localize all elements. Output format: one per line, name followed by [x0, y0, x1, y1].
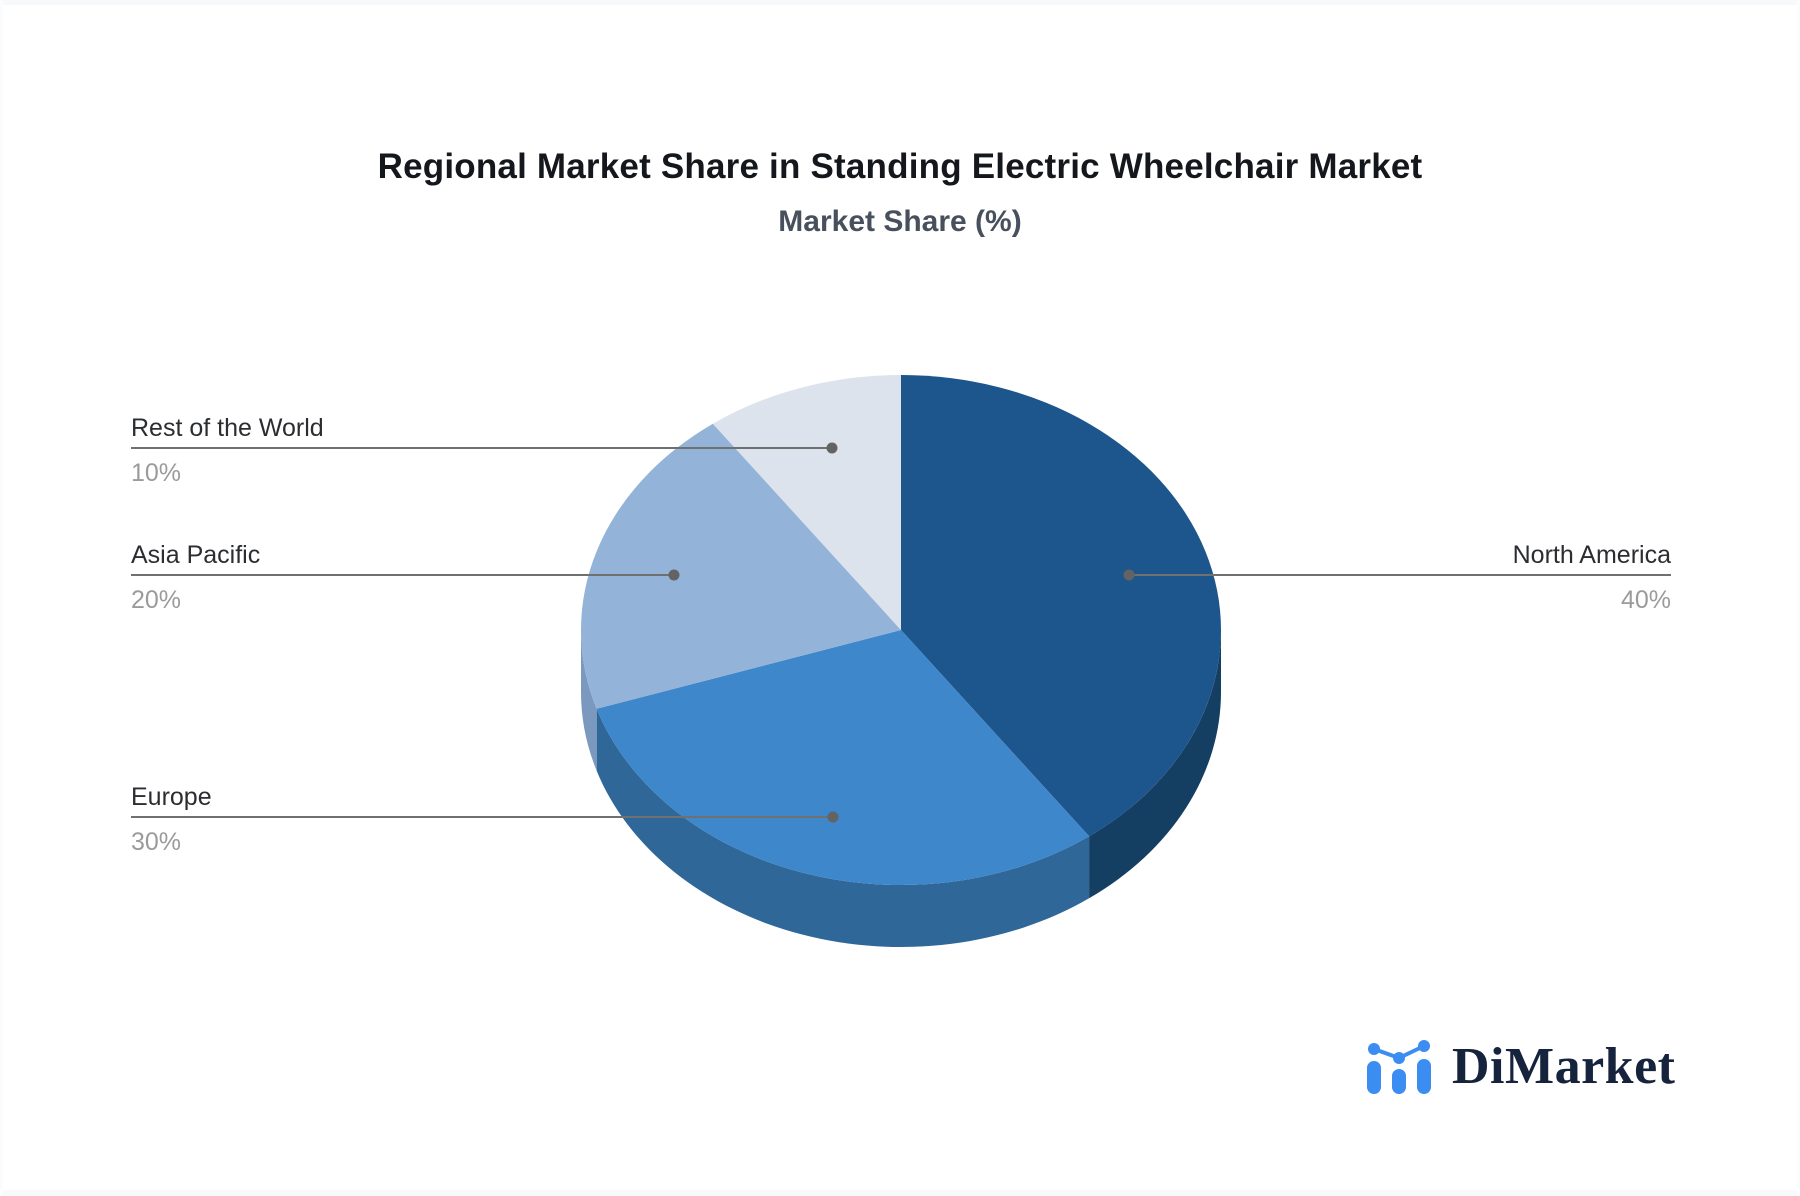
- chart-title: Regional Market Share in Standing Electr…: [377, 147, 1423, 186]
- page-edge-bottom: [0, 1190, 1800, 1196]
- page-edge-top: [0, 0, 1800, 5]
- pie-slice-asia-pacific: [580, 423, 901, 709]
- pie-3d-sides: [581, 630, 1221, 948]
- pie-slice-north-america: [901, 375, 1221, 837]
- pie-side-asia-pacific: [581, 630, 597, 771]
- callout-label-europe: Europe: [131, 783, 212, 811]
- leader-lines: [131, 442, 1671, 823]
- pie-side-north-america: [1089, 630, 1221, 899]
- pie-slice-rest-of-the-world: [712, 375, 901, 630]
- pie-side-europe: [596, 708, 1090, 948]
- pie-slices: [580, 375, 1221, 886]
- page-edge-right: [1797, 0, 1800, 1196]
- pie-slice-europe: [596, 630, 1090, 886]
- dimarket-logo: DiMarket: [1365, 1036, 1675, 1096]
- page-edge-left: [0, 0, 3, 1196]
- leader-dot-asia-pacific: [668, 569, 680, 581]
- callout-label-north-america: North America: [1512, 541, 1671, 569]
- leader-dot-north-america: [1123, 569, 1135, 581]
- dimarket-logo-text: DiMarket: [1452, 1038, 1676, 1095]
- callout-value-rest-of-the-world: 10%: [131, 459, 182, 487]
- callout-value-north-america: 40%: [1620, 586, 1671, 614]
- chart-subtitle: Market Share (%): [778, 205, 1022, 238]
- callout-value-asia-pacific: 20%: [131, 586, 182, 614]
- leader-dot-europe: [827, 811, 839, 823]
- callout-label-rest-of-the-world: Rest of the World: [131, 414, 324, 442]
- bar-chart-trend-icon: [1367, 1040, 1431, 1094]
- callout-value-europe: 30%: [131, 828, 182, 856]
- leader-dot-rest-of-the-world: [826, 442, 838, 454]
- callout-label-asia-pacific: Asia Pacific: [131, 541, 261, 569]
